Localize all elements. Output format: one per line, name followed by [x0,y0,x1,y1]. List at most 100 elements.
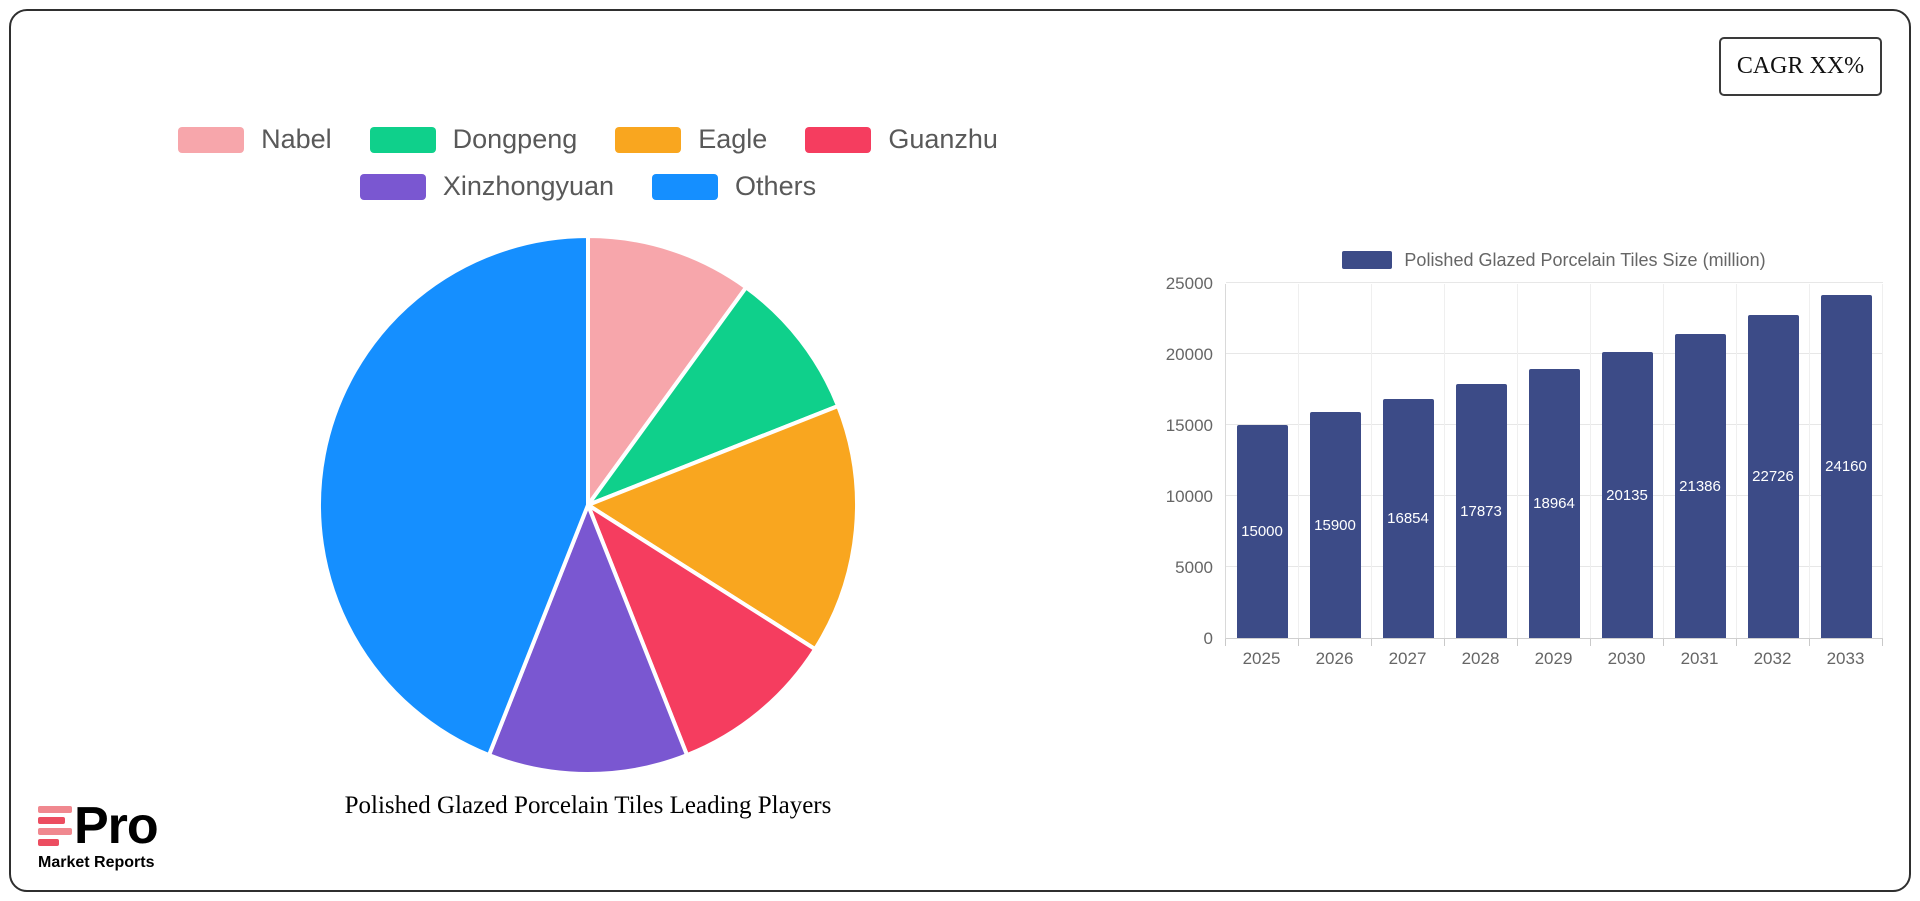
y-axis-label-5000: 5000 [1175,558,1213,577]
bar-plot-area: 15000 15900 16854 17873 18964 20135 21386 22726… [1155,274,1895,648]
axis-tick [1809,639,1810,646]
bar-slot-2025: 15000 [1226,284,1299,638]
legend-swatch [805,126,872,153]
bar-slot-2032: 22726 [1737,284,1810,638]
pie-slice-others [317,234,590,758]
axis-tick [1590,639,1591,646]
axis-tick [1298,639,1299,646]
bar-slot-2027: 16854 [1372,284,1445,638]
bar-2032: 22726 [1747,315,1799,638]
bar-value-label: 16854 [1387,509,1429,527]
bar-legend: Polished Glazed Porcelain Tiles Size (mi… [1225,248,1883,272]
pie-legend: Nabel Dongpeng Eagle Guanzhu Xinzhongyuan Oth… [148,124,1028,218]
cagr-label: CAGR XX% [1736,53,1865,79]
axis-tick [1663,639,1664,646]
x-axis-label-2033: 2033 [1826,649,1865,668]
bar-value-label: 15900 [1314,516,1356,534]
bar-2033: 24160 [1820,294,1872,638]
pie-legend-row: Xinzhongyuan Others [148,171,1028,202]
logo-bar [38,817,65,824]
bar-slot-2030: 20135 [1591,284,1664,638]
legend-item-eagle: Eagle [615,124,767,155]
bar-2026: 15900 [1309,412,1361,638]
x-axis-label-2025: 2025 [1242,649,1281,668]
legend-item-others: Others [652,171,816,202]
logo-tagline: Market Reports [38,854,155,871]
bar-value-label: 17873 [1460,502,1502,520]
y-axis-label-20000: 20000 [1165,345,1213,364]
bar-legend-label: Polished Glazed Porcelain Tiles Size (mi… [1404,249,1766,270]
legend-label: Others [735,171,817,201]
pie-slice-eagle [586,403,859,652]
bar-legend-swatch [1342,251,1393,269]
bar-value-label: 22726 [1752,468,1794,486]
logo-bars-icon [38,806,72,846]
pie-slice-nabel [586,234,749,507]
bar-2031: 21386 [1674,334,1726,638]
y-axis-label-15000: 15000 [1165,416,1213,435]
bar-slot-2033: 24160 [1810,284,1883,638]
bar-chart-section: Polished Glazed Porcelain Tiles Size (mi… [1155,248,1895,669]
pie-chart-title: Polished Glazed Porcelain Tiles Leading … [344,792,832,819]
pie-slice-dongpeng [586,285,841,507]
bar-slot-2026: 15900 [1299,284,1372,638]
axis-tick [1444,639,1445,646]
legend-swatch [359,173,426,200]
cagr-badge: CAGR XX% [1719,37,1882,96]
logo-bar [38,828,72,835]
bar-2030: 20135 [1601,352,1653,638]
bar-slot-2031: 21386 [1664,284,1737,638]
x-axis-labels: 2025 2026 2027 2028 2029 2030 2031 2032 2033 [1225,649,1883,669]
bar-value-label: 24160 [1825,457,1867,475]
legend-label: Guanzhu [888,124,998,154]
pie-legend-row: Nabel Dongpeng Eagle Guanzhu [148,124,1028,155]
legend-item-nabel: Nabel [178,124,332,155]
legend-swatch [652,173,719,200]
bar-2028: 17873 [1455,384,1507,638]
legend-swatch [178,126,245,153]
x-axis-label-2026: 2026 [1315,649,1354,668]
gridline-y-20000 [1226,353,1883,354]
bar-2029: 18964 [1528,368,1580,638]
bar-plot: 15000 15900 16854 17873 18964 20135 21386 22726… [1225,282,1883,639]
y-axis-label-0: 0 [1203,629,1213,648]
legend-label: Eagle [698,124,768,154]
y-axis-label-25000: 25000 [1165,274,1213,293]
x-axis-label-2031: 2031 [1680,649,1719,668]
gridline-y-25000 [1226,282,1883,283]
x-axis-label-2030: 2030 [1607,649,1646,668]
axis-tick [1225,639,1226,646]
logo-brand: Pro [74,797,159,855]
pie-slice-guanzhu [586,503,818,758]
pie-slice-xinzhongyuan [486,503,690,776]
bar-2027: 16854 [1382,398,1434,638]
legend-swatch [615,126,682,153]
legend-item-xinzhongyuan: Xinzhongyuan [359,171,615,202]
bar-slot-2029: 18964 [1518,284,1591,638]
legend-label: Nabel [261,124,332,154]
bar-2025: 15000 [1236,425,1288,638]
legend-item-dongpeng: Dongpeng [369,124,577,155]
x-axis-label-2027: 2027 [1388,649,1427,668]
axis-tick [1882,639,1883,646]
x-axis-label-2032: 2032 [1753,649,1792,668]
bar-value-label: 18964 [1533,494,1575,512]
legend-swatch [369,126,436,153]
axis-tick [1371,639,1372,646]
bar-value-label: 20135 [1606,486,1648,504]
legend-label: Xinzhongyuan [442,171,615,201]
logo-bar [38,806,72,813]
bar-value-label: 21386 [1679,477,1721,495]
x-axis-label-2029: 2029 [1534,649,1573,668]
x-axis-label-2028: 2028 [1461,649,1500,668]
axis-tick [1736,639,1737,646]
bar-slot-2028: 17873 [1445,284,1518,638]
logo-bar [38,839,59,846]
pro-market-reports-logo: Pro Market Reports [38,797,159,872]
bar-value-label: 15000 [1241,523,1283,540]
pie-chart [317,234,859,776]
y-axis-label-10000: 10000 [1165,487,1213,506]
logo-lockup: Pro [38,797,159,855]
axis-tick [1517,639,1518,646]
legend-item-guanzhu: Guanzhu [805,124,998,155]
